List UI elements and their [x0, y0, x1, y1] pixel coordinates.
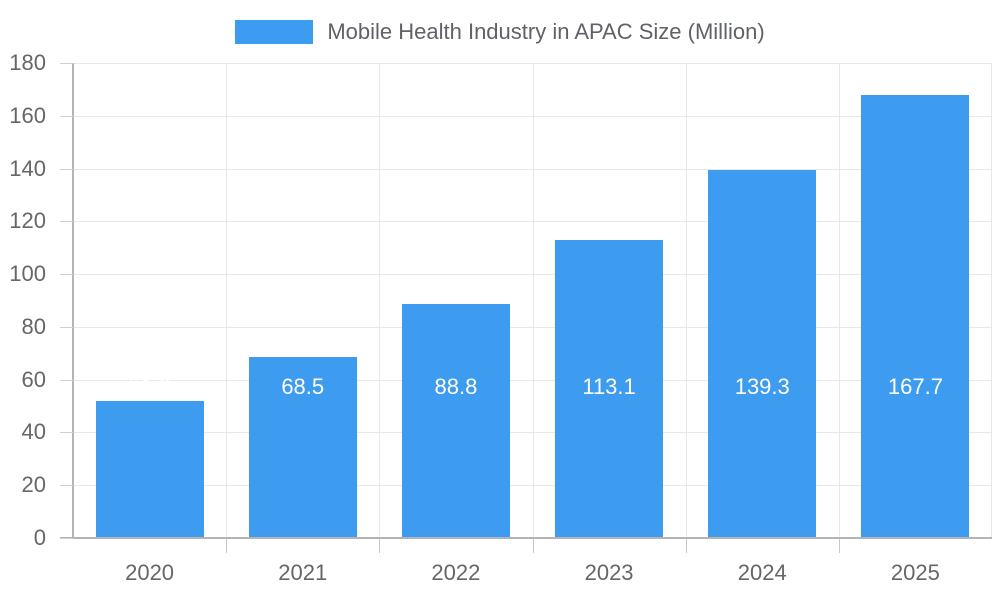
- x-axis-tick-mark: [379, 539, 381, 553]
- x-axis-tick-label: 2020: [125, 560, 175, 585]
- x-axis-tick-label: 2022: [431, 560, 481, 585]
- gridline-horizontal: [73, 63, 991, 64]
- y-axis-tick-label: 40: [21, 419, 46, 445]
- x-axis-tick-mark: [226, 539, 228, 553]
- x-axis-tick-mark: [838, 539, 840, 553]
- bar-value-label: 139.3: [734, 374, 790, 399]
- y-axis-tick-mark: [60, 115, 73, 117]
- y-axis-tick-mark: [60, 168, 73, 170]
- gridline-horizontal: [73, 485, 991, 487]
- gridline-horizontal: [73, 115, 991, 117]
- x-axis-line: [60, 537, 992, 539]
- bar-2024[interactable]: 139.3: [708, 170, 817, 538]
- y-axis-tick-mark: [60, 274, 73, 276]
- y-axis-tick-label: 60: [21, 366, 46, 392]
- y-axis-tick-label: 80: [21, 313, 46, 339]
- plot-area: 51.9 68.5 88.8 113.1 139.3 167.7: [73, 63, 992, 539]
- legend-color-swatch[interactable]: [235, 20, 314, 44]
- gridline-vertical: [838, 63, 840, 538]
- legend-label[interactable]: Mobile Health Industry in APAC Size (Mil…: [327, 19, 765, 44]
- bar-value-label: 113.1: [582, 374, 636, 399]
- gridline-vertical: [685, 63, 687, 538]
- y-axis-tick-label: 160: [9, 102, 46, 128]
- y-axis-tick-mark: [60, 326, 73, 328]
- bar-2022[interactable]: 88.8: [401, 303, 510, 538]
- x-axis-tick-label: 2023: [584, 560, 634, 585]
- bar-value-label: 88.8: [434, 374, 478, 399]
- y-axis-tick-mark: [60, 63, 73, 64]
- y-axis-tick-mark: [60, 379, 73, 381]
- bar-2025[interactable]: 167.7: [861, 95, 970, 538]
- bar-2020[interactable]: 51.9: [95, 374, 204, 538]
- gridline-horizontal: [73, 274, 991, 276]
- gridline-horizontal: [73, 432, 991, 434]
- y-axis-tick-label: 140: [9, 155, 46, 181]
- bar-2023[interactable]: 113.1: [555, 239, 664, 538]
- bar-value-label: 68.5: [281, 374, 325, 399]
- gridline-vertical: [379, 63, 381, 538]
- y-axis-tick-label: 100: [9, 261, 46, 287]
- y-axis-tick-label: 180: [9, 50, 46, 75]
- y-axis-line: [72, 63, 74, 539]
- chart-legend: Mobile Health Industry in APAC Size (Mil…: [0, 12, 1000, 52]
- y-axis-tick-mark: [60, 485, 73, 487]
- gridline-vertical: [226, 63, 228, 538]
- x-axis-tick-label: 2021: [278, 560, 328, 585]
- x-axis-tick-label: 2024: [737, 560, 787, 585]
- y-axis-labels: 0 20 40 60 80 100 120 140 160 180: [0, 0, 60, 600]
- gridline-horizontal: [73, 379, 991, 381]
- gridline-vertical: [532, 63, 534, 538]
- y-axis-tick-mark: [60, 538, 73, 539]
- y-axis-tick-label: 120: [9, 208, 46, 234]
- y-axis-tick-mark: [60, 432, 73, 434]
- y-axis-tick-mark: [60, 221, 73, 223]
- x-axis-tick-label: 2025: [890, 560, 940, 585]
- y-axis-tick-label: 20: [21, 472, 46, 498]
- bar-value-label: 51.9: [128, 374, 171, 399]
- y-axis-tick-label: 0: [33, 525, 46, 550]
- x-axis-tick-mark: [685, 539, 687, 553]
- bar-2021[interactable]: 68.5: [248, 357, 357, 538]
- bar-value-label: 167.7: [887, 374, 943, 399]
- gridline-horizontal: [73, 221, 991, 223]
- x-axis-tick-mark: [532, 539, 534, 553]
- gridline-horizontal: [73, 326, 991, 328]
- gridline-horizontal: [73, 168, 991, 170]
